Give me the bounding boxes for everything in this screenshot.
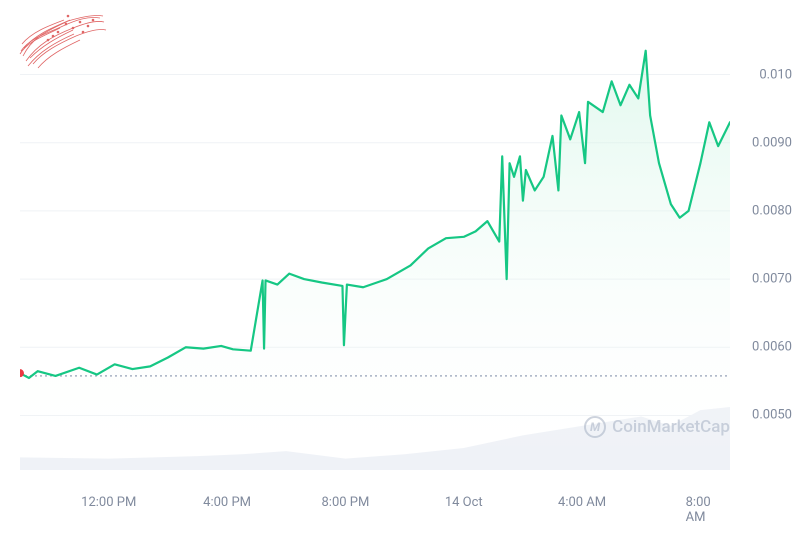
- y-tick-label: 0.010: [759, 67, 792, 82]
- watermark-text: CoinMarketCap: [612, 417, 730, 437]
- x-axis: 12:00 PM4:00 PM8:00 PM14 Oct4:00 AM8:00 …: [20, 495, 730, 515]
- chart-svg: [20, 20, 730, 470]
- y-tick-label: 0.0070: [752, 272, 792, 287]
- x-tick-label: 14 Oct: [445, 495, 483, 510]
- y-tick-label: 0.0060: [752, 340, 792, 355]
- coinmarketcap-icon: M: [584, 416, 606, 438]
- price-chart: 0.0050 0.0060 0.0070 0.0080 0.0090 0.010 12:0…: [0, 0, 800, 533]
- y-tick-label: 0.0090: [752, 135, 792, 150]
- x-tick-label: 4:00 PM: [203, 495, 251, 510]
- y-tick-label: 0.0050: [752, 408, 792, 423]
- plot-area: [20, 20, 730, 470]
- x-tick-label: 12:00 PM: [81, 495, 136, 510]
- x-tick-label: 8:00 PM: [321, 495, 369, 510]
- x-tick-label: 4:00 AM: [558, 495, 606, 510]
- watermark: M CoinMarketCap: [584, 416, 730, 438]
- y-axis: 0.0050 0.0060 0.0070 0.0080 0.0090 0.010: [737, 20, 792, 470]
- price-area-fill: [20, 51, 730, 470]
- x-tick-label: 8:00 AM: [686, 495, 716, 525]
- y-tick-label: 0.0080: [752, 203, 792, 218]
